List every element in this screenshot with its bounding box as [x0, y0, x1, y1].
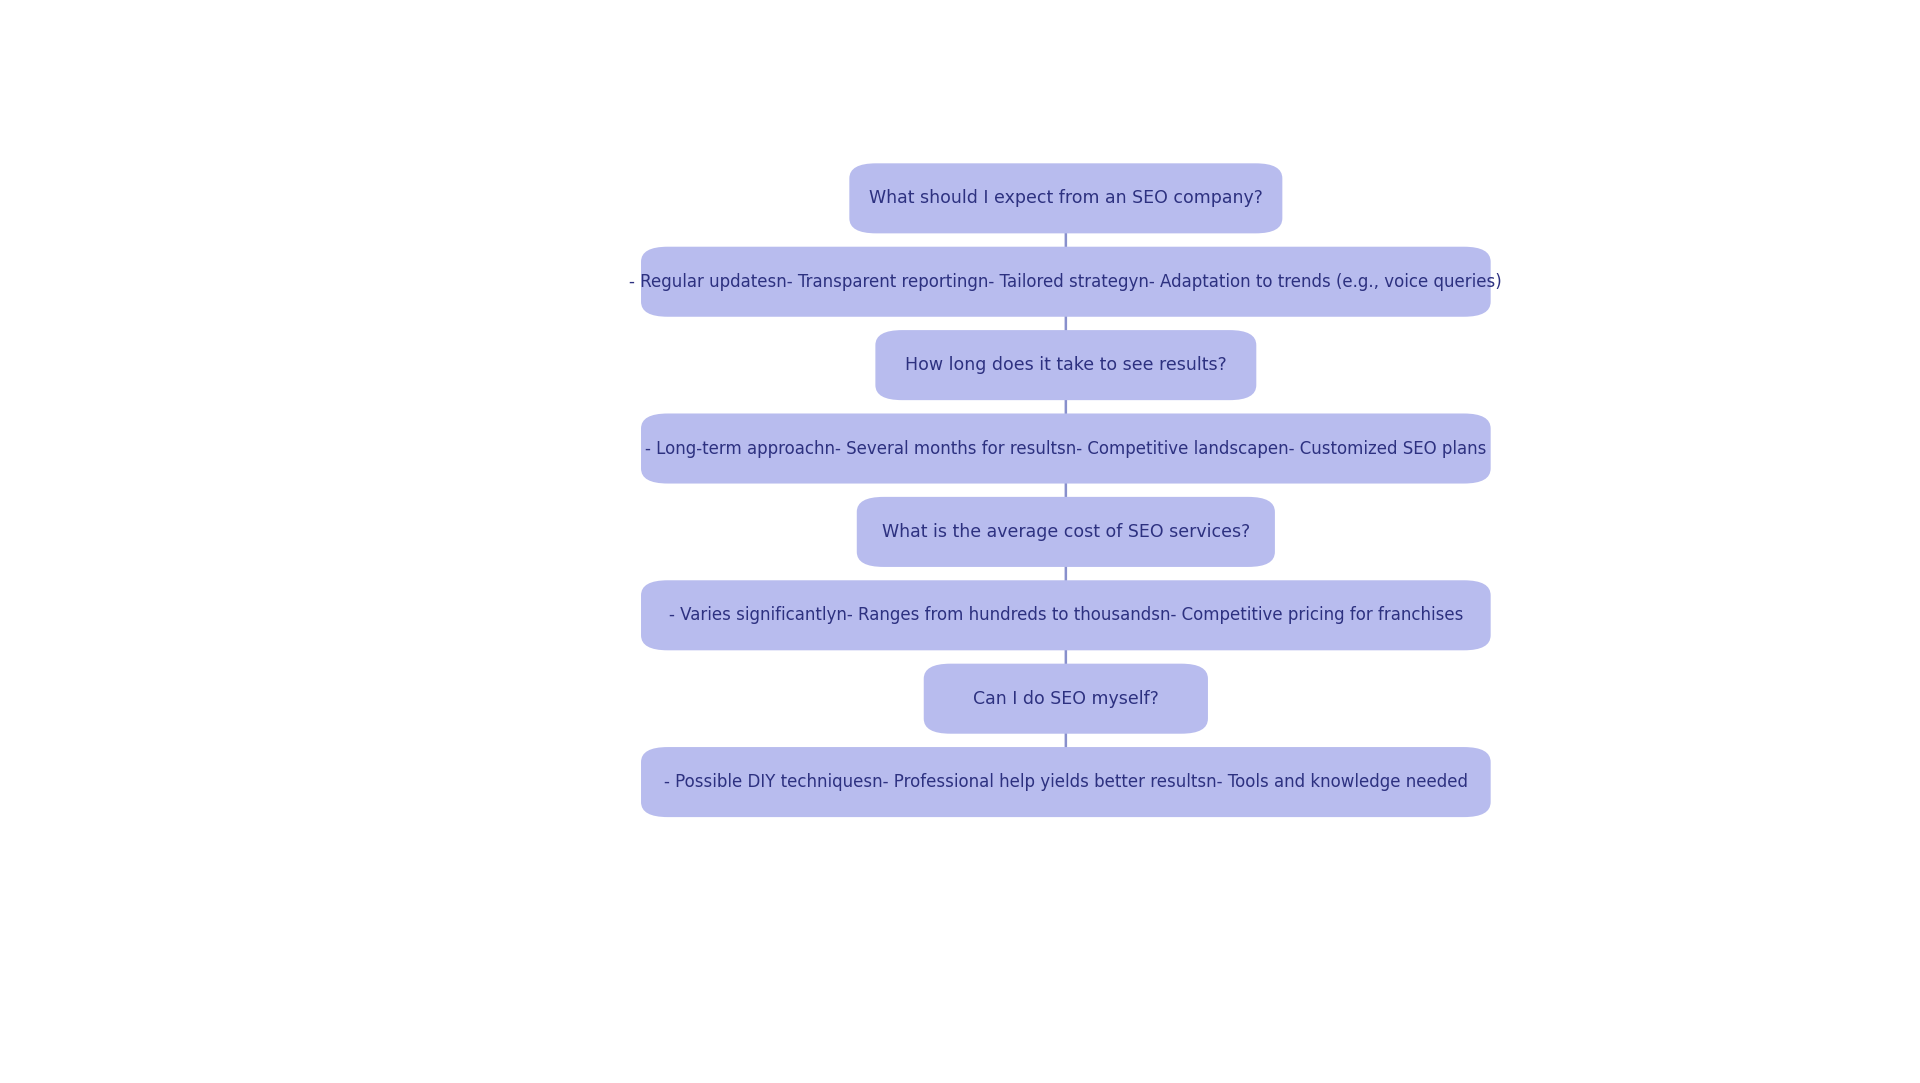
FancyBboxPatch shape	[641, 747, 1490, 817]
Text: How long does it take to see results?: How long does it take to see results?	[904, 356, 1227, 374]
Text: - Varies significantlyn- Ranges from hundreds to thousandsn- Competitive pricing: - Varies significantlyn- Ranges from hun…	[668, 606, 1463, 624]
Text: - Possible DIY techniquesn- Professional help yields better resultsn- Tools and : - Possible DIY techniquesn- Professional…	[664, 773, 1469, 791]
Text: What should I expect from an SEO company?: What should I expect from an SEO company…	[870, 190, 1263, 207]
Text: - Long-term approachn- Several months for resultsn- Competitive landscapen- Cust: - Long-term approachn- Several months fo…	[645, 440, 1486, 457]
Text: - Regular updatesn- Transparent reportingn- Tailored strategyn- Adaptation to tr: - Regular updatesn- Transparent reportin…	[630, 273, 1501, 290]
FancyBboxPatch shape	[641, 414, 1490, 483]
FancyBboxPatch shape	[641, 580, 1490, 650]
FancyBboxPatch shape	[856, 497, 1275, 566]
Text: Can I do SEO myself?: Can I do SEO myself?	[973, 690, 1160, 707]
FancyBboxPatch shape	[641, 247, 1490, 316]
Text: What is the average cost of SEO services?: What is the average cost of SEO services…	[881, 523, 1250, 540]
FancyBboxPatch shape	[849, 164, 1283, 233]
FancyBboxPatch shape	[924, 664, 1208, 733]
FancyBboxPatch shape	[876, 330, 1256, 400]
